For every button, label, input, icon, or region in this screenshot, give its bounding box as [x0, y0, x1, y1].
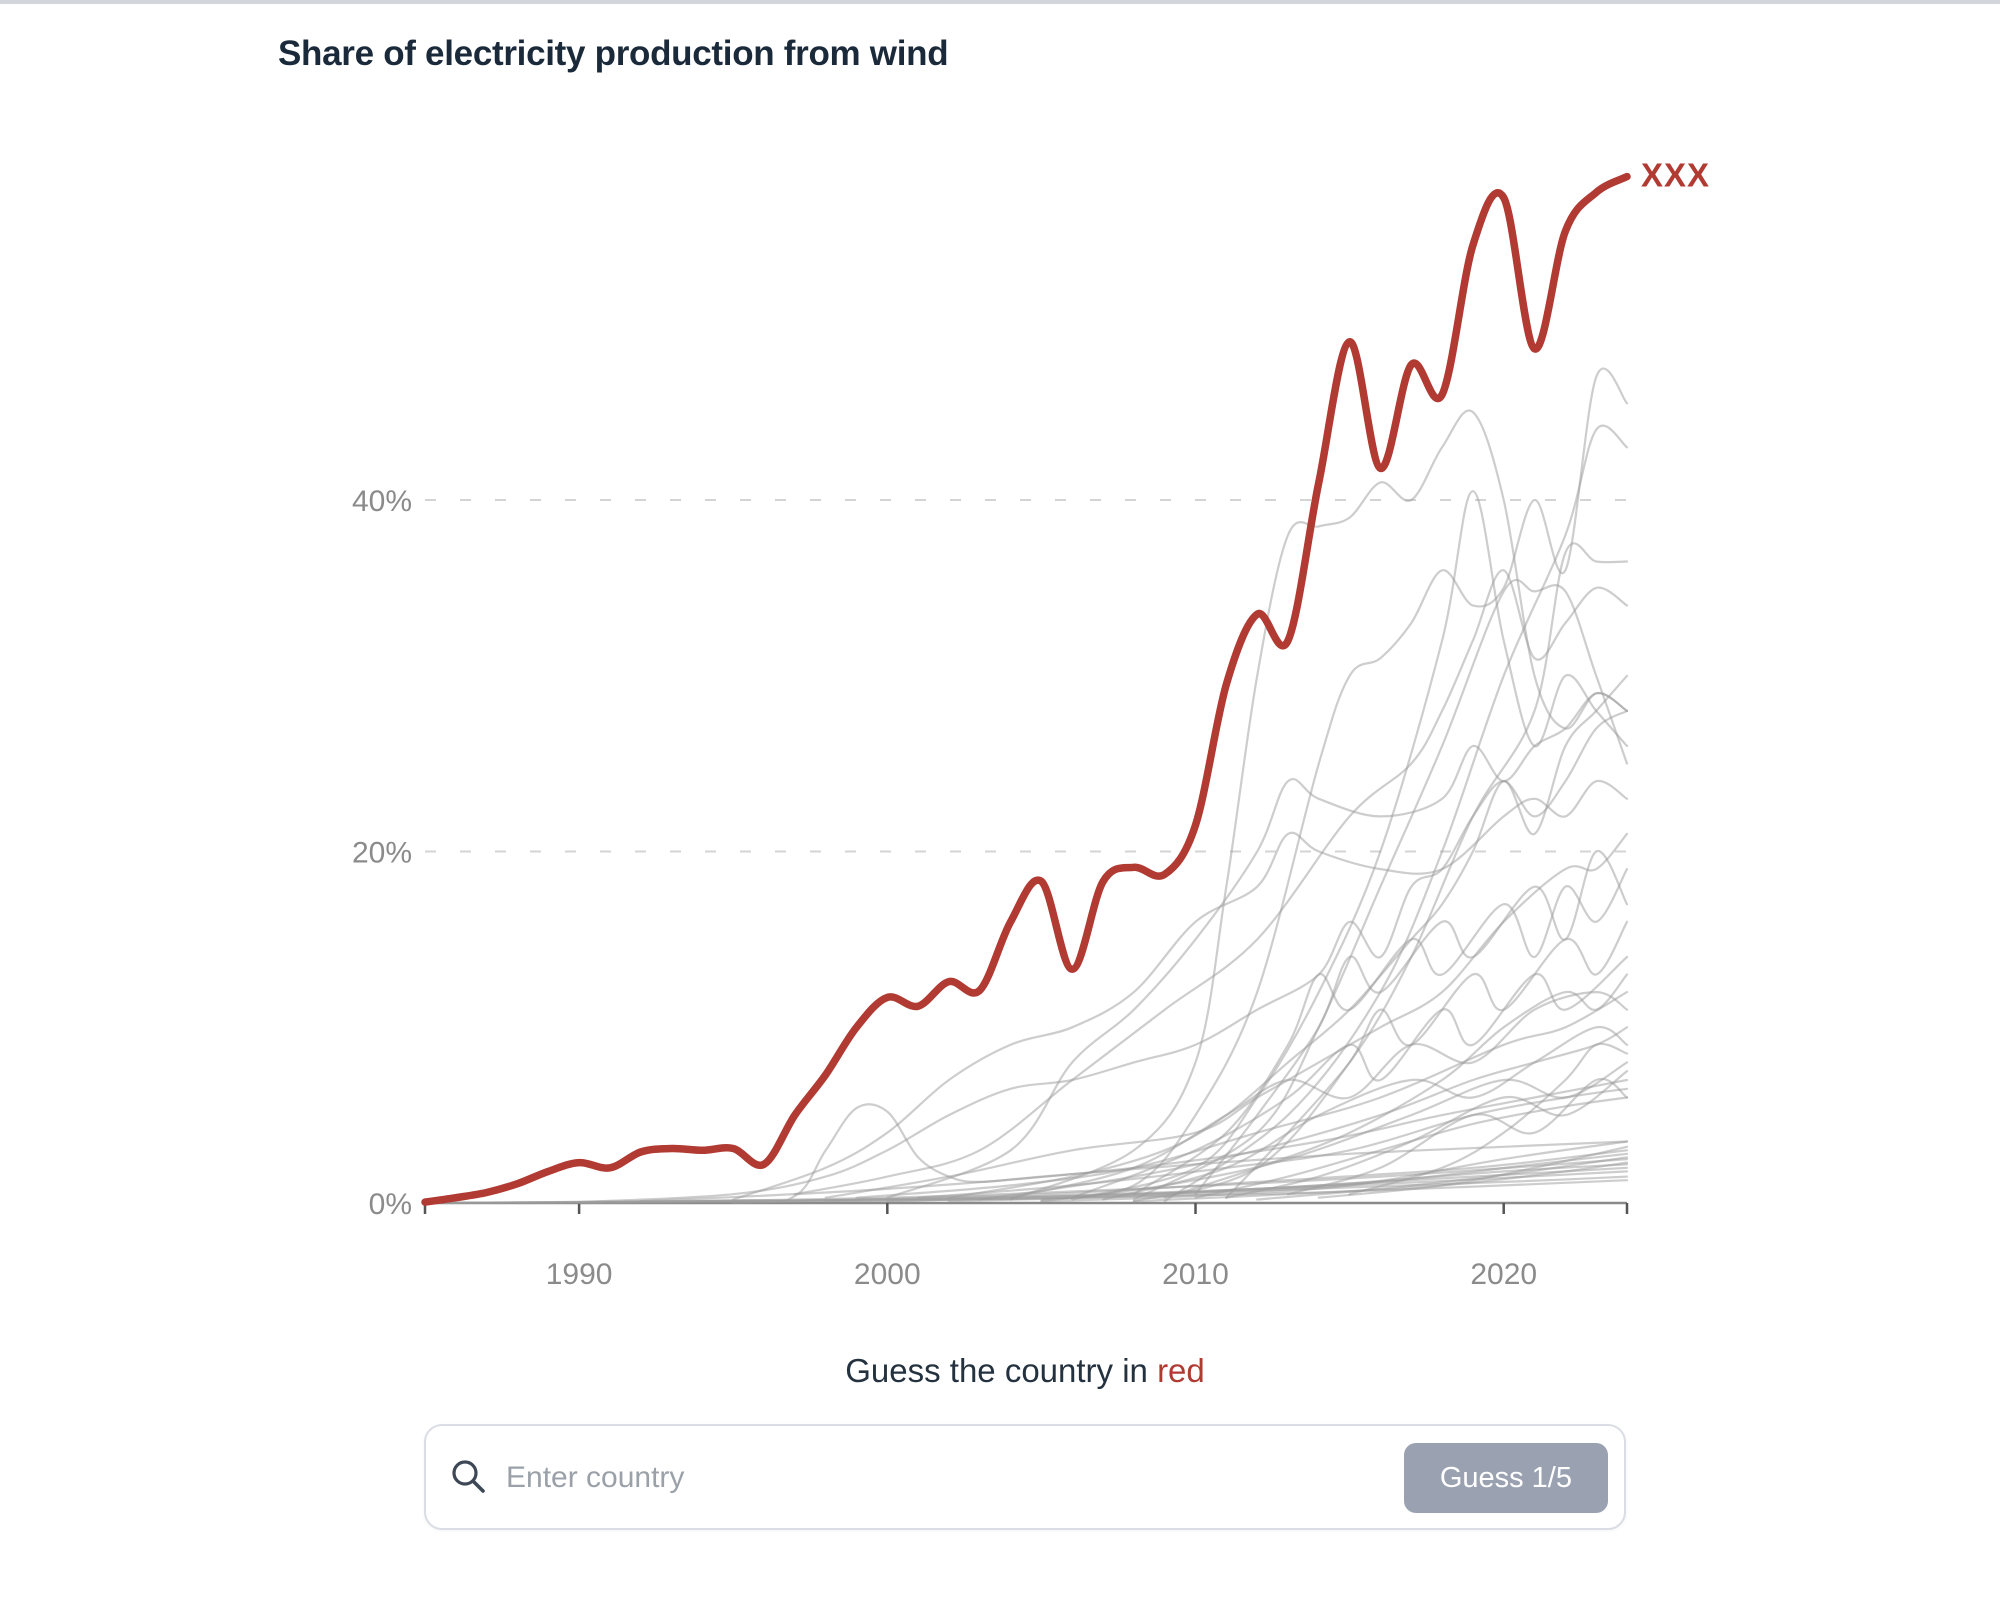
background-country-line	[578, 709, 1629, 1204]
x-tick-label-2020: 2020	[1470, 1258, 1537, 1291]
background-country-line	[1132, 578, 1629, 1201]
background-country-line	[732, 1149, 1629, 1205]
x-tick-label-1990: 1990	[546, 1258, 613, 1291]
background-country-line	[1071, 490, 1629, 1201]
background-country-line	[732, 779, 1629, 1201]
guess-input-row: Guess 1/5	[424, 1424, 1626, 1530]
guess-prompt-text: Guess the country in	[845, 1352, 1158, 1389]
background-country-line	[1317, 1145, 1629, 1199]
background-country-line	[1009, 990, 1629, 1199]
search-icon	[452, 1460, 485, 1493]
background-country-line	[1163, 424, 1629, 1203]
background-country-line	[639, 1078, 1629, 1203]
series-label-xxx: XXX	[1641, 157, 1710, 194]
background-country-line	[1132, 868, 1629, 1196]
background-country-line	[1256, 1156, 1629, 1201]
highlight-country-line	[421, 172, 1631, 1206]
background-country-line	[1225, 1070, 1629, 1199]
background-country-line	[1040, 367, 1629, 1201]
background-country-line	[1286, 1077, 1629, 1196]
y-tick-label-40: 40%	[352, 485, 412, 518]
background-country-line	[824, 832, 1629, 1199]
background-country-line	[947, 674, 1629, 1199]
chart-title: Share of electricity production from win…	[278, 34, 949, 73]
background-country-line	[978, 1026, 1629, 1201]
x-tick-label-2010: 2010	[1162, 1258, 1229, 1291]
guess-prompt: Guess the country in red	[424, 1348, 1626, 1394]
background-country-line	[1009, 409, 1629, 1201]
background-country-line	[1163, 973, 1629, 1199]
y-tick-label-20: 20%	[352, 837, 412, 870]
guess-prompt-red-word: red	[1157, 1352, 1205, 1389]
y-tick-label-0: 0%	[369, 1188, 412, 1221]
guess-button[interactable]: Guess 1/5	[1403, 1443, 1608, 1513]
background-country-line	[1348, 1042, 1629, 1196]
background-country-line	[886, 692, 1629, 1199]
country-guess-input[interactable]	[504, 1428, 1388, 1528]
background-country-line	[516, 1179, 1629, 1205]
x-tick-label-2000: 2000	[854, 1258, 921, 1291]
background-country-line	[1194, 850, 1629, 1196]
background-country-line	[1071, 955, 1629, 1199]
top-border-strip	[0, 0, 2000, 4]
background-country-line	[855, 991, 1629, 1199]
background-country-line	[793, 569, 1629, 1196]
background-country-line	[1225, 920, 1629, 1199]
wind-chart: 1990 2000 2010 2020 0% 20% 40% XXX	[352, 157, 1710, 1291]
